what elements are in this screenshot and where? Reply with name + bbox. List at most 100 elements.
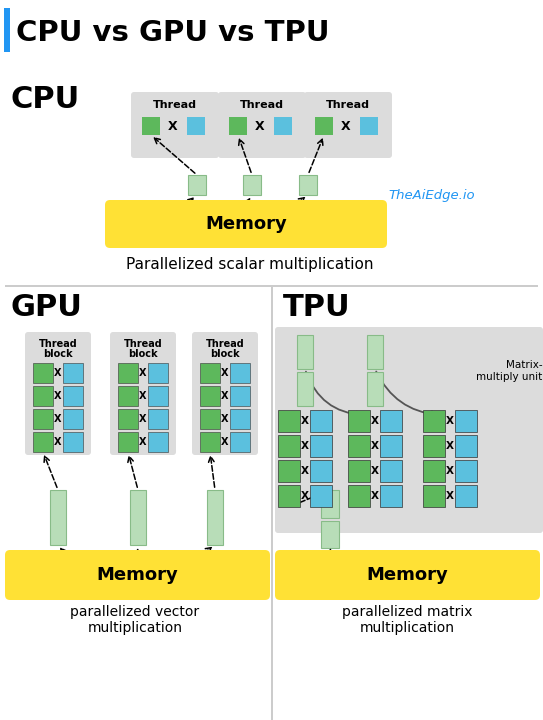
Bar <box>278 410 300 432</box>
Bar <box>297 335 313 369</box>
Bar <box>310 435 332 457</box>
Bar <box>348 460 370 482</box>
Bar <box>230 386 250 406</box>
Bar <box>130 490 146 545</box>
Bar <box>348 485 370 507</box>
Text: X: X <box>446 466 454 476</box>
Bar <box>200 386 220 406</box>
Bar <box>380 485 402 507</box>
Bar <box>148 409 168 429</box>
Bar <box>299 175 317 195</box>
Bar <box>230 363 250 383</box>
Bar <box>148 432 168 452</box>
Bar <box>278 485 300 507</box>
Bar <box>243 175 261 195</box>
Text: X: X <box>371 416 379 426</box>
Text: X: X <box>446 416 454 426</box>
Bar <box>380 460 402 482</box>
Text: Thread: Thread <box>240 100 284 110</box>
Bar <box>33 432 53 452</box>
Text: Memory: Memory <box>97 566 178 584</box>
Text: X: X <box>371 466 379 476</box>
FancyBboxPatch shape <box>275 327 543 533</box>
Text: Matrix-
multiply unit: Matrix- multiply unit <box>476 360 542 382</box>
Text: X: X <box>301 416 309 426</box>
Bar <box>33 363 53 383</box>
FancyBboxPatch shape <box>218 92 306 158</box>
Bar <box>423 435 445 457</box>
Text: TPU: TPU <box>283 293 351 322</box>
Text: Thread
block: Thread block <box>206 338 244 359</box>
FancyBboxPatch shape <box>110 332 176 455</box>
Bar <box>348 410 370 432</box>
Bar <box>4 8 10 52</box>
Text: Memory: Memory <box>367 566 449 584</box>
Bar <box>278 435 300 457</box>
Text: Thread: Thread <box>326 100 370 110</box>
FancyBboxPatch shape <box>304 92 392 158</box>
FancyBboxPatch shape <box>192 332 258 455</box>
Text: CPU: CPU <box>10 85 79 114</box>
Text: X: X <box>221 437 229 447</box>
Text: Memory: Memory <box>205 215 287 233</box>
Text: Thread: Thread <box>153 100 197 110</box>
Bar <box>148 386 168 406</box>
Text: X: X <box>54 368 62 378</box>
Text: X: X <box>139 414 147 424</box>
Bar <box>380 410 402 432</box>
Text: X: X <box>301 491 309 501</box>
Text: Parallelized scalar multiplication: Parallelized scalar multiplication <box>127 257 374 272</box>
Text: X: X <box>221 368 229 378</box>
Bar <box>33 409 53 429</box>
Bar <box>348 435 370 457</box>
Bar <box>118 432 138 452</box>
FancyBboxPatch shape <box>25 332 91 455</box>
Text: X: X <box>446 491 454 501</box>
Bar <box>310 460 332 482</box>
Bar <box>455 410 477 432</box>
Text: Thread
block: Thread block <box>124 338 162 359</box>
Text: X: X <box>139 437 147 447</box>
Text: X: X <box>371 491 379 501</box>
Bar <box>118 409 138 429</box>
Text: X: X <box>54 414 62 424</box>
Text: X: X <box>221 414 229 424</box>
Bar <box>63 363 83 383</box>
Text: X: X <box>54 391 62 401</box>
Text: X: X <box>255 120 265 132</box>
Bar <box>367 372 383 406</box>
Bar <box>200 363 220 383</box>
Bar <box>200 409 220 429</box>
Bar <box>367 335 383 369</box>
Bar <box>200 432 220 452</box>
Text: parallelized vector
multiplication: parallelized vector multiplication <box>71 605 200 635</box>
Text: X: X <box>139 391 147 401</box>
Text: GPU: GPU <box>10 293 82 322</box>
Bar <box>118 363 138 383</box>
Bar <box>33 386 53 406</box>
Bar <box>321 490 339 518</box>
Bar <box>310 485 332 507</box>
Bar <box>187 117 205 135</box>
Text: X: X <box>221 391 229 401</box>
FancyBboxPatch shape <box>105 200 387 248</box>
FancyBboxPatch shape <box>5 550 270 600</box>
Bar <box>274 117 292 135</box>
Bar <box>423 460 445 482</box>
Bar <box>315 117 333 135</box>
Text: X: X <box>301 441 309 451</box>
Bar <box>63 386 83 406</box>
Text: X: X <box>168 120 178 132</box>
Text: X: X <box>371 441 379 451</box>
FancyBboxPatch shape <box>131 92 219 158</box>
Bar <box>455 485 477 507</box>
Bar <box>188 175 206 195</box>
Bar <box>278 460 300 482</box>
Bar <box>423 485 445 507</box>
Text: TheAiEdge.io: TheAiEdge.io <box>388 189 475 202</box>
FancyBboxPatch shape <box>275 550 540 600</box>
Text: CPU vs GPU vs TPU: CPU vs GPU vs TPU <box>16 19 330 47</box>
Bar <box>310 410 332 432</box>
Bar <box>297 372 313 406</box>
Text: X: X <box>341 120 351 132</box>
